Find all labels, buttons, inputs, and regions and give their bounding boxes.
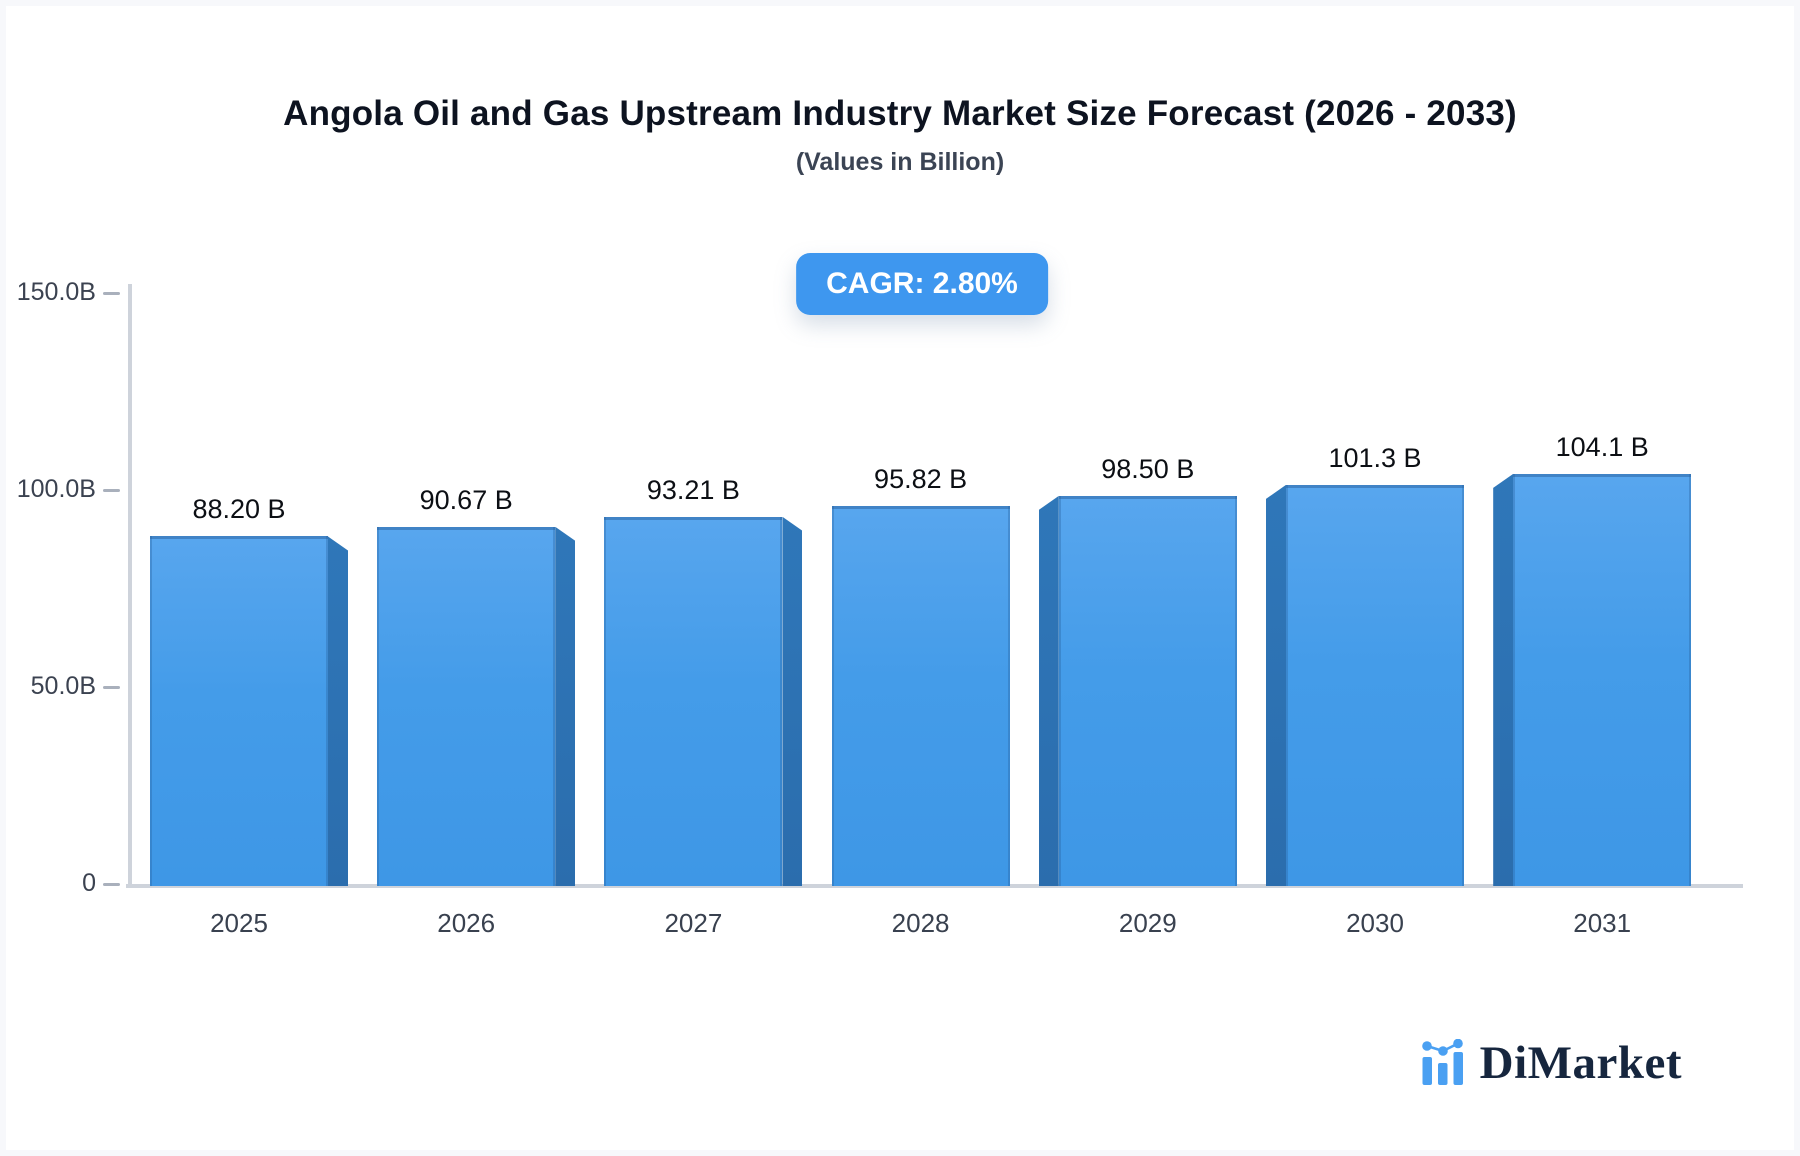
bar-value-label: 101.3 B	[1328, 442, 1422, 473]
bar-2027[interactable]	[604, 516, 783, 886]
bar-2026[interactable]	[377, 526, 556, 886]
y-tick-label: 100.0B	[16, 475, 96, 503]
bar-2025[interactable]	[150, 536, 328, 886]
bar-side-face	[555, 526, 576, 886]
dimarket-logo-text: DiMarket	[1479, 1037, 1682, 1089]
bar-value-label: 88.20 B	[192, 494, 286, 525]
y-tick-mark	[103, 489, 120, 492]
y-tick-mark	[103, 686, 120, 689]
bar-side-face	[782, 516, 803, 886]
x-axis-label-2031: 2031	[1573, 908, 1632, 938]
y-tick-label: 150.0B	[16, 278, 96, 306]
x-axis-label-2030: 2030	[1346, 908, 1404, 938]
bar-2031[interactable]	[1513, 473, 1692, 886]
mini-bar-chart-with-dots-icon	[1421, 1039, 1463, 1085]
y-axis-line	[128, 284, 132, 886]
bar-side-face	[1038, 495, 1059, 886]
x-axis-label-2025: 2025	[210, 908, 268, 938]
y-tick-mark	[103, 292, 120, 295]
bar-value-label: 93.21 B	[646, 474, 740, 505]
bar-2030[interactable]	[1286, 484, 1464, 886]
x-axis-label-2026: 2026	[437, 908, 496, 938]
plot-area: 150.0B 100.0B 50.0B 0 88.20 B 2025 90.67 B 202…	[6, 6, 1794, 1150]
bar-2028[interactable]	[831, 506, 1010, 886]
x-axis-label-2027: 2027	[664, 908, 723, 938]
x-axis-line	[126, 884, 1743, 888]
y-tick-label: 50.0B	[30, 672, 96, 700]
cagr-badge: CAGR: 2.80%	[796, 253, 1048, 315]
chart-subtitle: (Values in Billion)	[795, 148, 1005, 176]
chart-title: Angola Oil and Gas Upstream Industry Mar…	[283, 94, 1517, 133]
bar-side-face	[328, 536, 348, 886]
bar-side-face	[1493, 473, 1514, 886]
bar-value-label: 98.50 B	[1101, 453, 1195, 484]
bar-value-label: 104.1 B	[1555, 431, 1649, 462]
bar-value-label: 90.67 B	[419, 484, 513, 515]
x-axis-label-2029: 2029	[1118, 908, 1177, 938]
y-tick-label: 0	[82, 869, 96, 897]
dimarket-logo: DiMarket	[1421, 1036, 1682, 1090]
chart-card: Angola Oil and Gas Upstream Industry Mar…	[6, 6, 1794, 1150]
bar-side-face	[1266, 484, 1286, 886]
y-tick-mark	[103, 883, 120, 886]
bar-value-label: 95.82 B	[874, 464, 968, 495]
bar-2029[interactable]	[1058, 495, 1237, 886]
x-axis-label-2028: 2028	[891, 908, 950, 938]
